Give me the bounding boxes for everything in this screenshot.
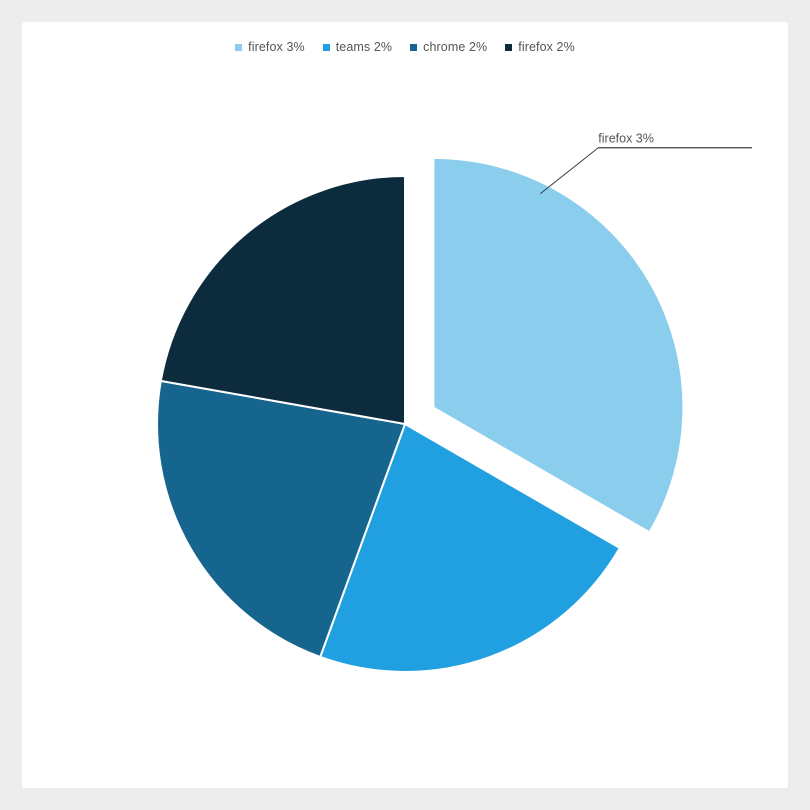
callout-leader-line — [539, 147, 752, 195]
legend-item-firefox-2[interactable]: firefox 2% — [505, 40, 575, 54]
pie-chart-plot-area: firefox 3% — [22, 22, 788, 788]
pie-slice-chrome-2[interactable] — [156, 379, 407, 659]
legend-swatch-icon — [410, 43, 418, 51]
legend-item-chrome-2[interactable]: chrome 2% — [410, 40, 487, 54]
legend-item-firefox-3[interactable]: firefox 3% — [235, 40, 305, 54]
legend-swatch-icon — [235, 43, 243, 51]
pie-slice-teams-2[interactable] — [318, 422, 622, 673]
legend-item-label: chrome 2% — [423, 40, 488, 54]
legend-item-teams-2[interactable]: teams 2% — [322, 40, 393, 54]
legend-swatch-icon — [505, 43, 513, 51]
legend-item-label: teams 2% — [335, 40, 393, 54]
chart-card: firefox 3% teams 2% chrome 2% firefox 2% — [22, 22, 788, 788]
pie-chart-svg: firefox 3% — [156, 132, 752, 673]
pie-slice-firefox-3[interactable] — [434, 159, 683, 531]
chart-legend: firefox 3% teams 2% chrome 2% firefox 2% — [22, 40, 788, 54]
legend-item-label: firefox 3% — [248, 40, 305, 54]
legend-item-label: firefox 2% — [518, 40, 575, 54]
callout-label: firefox 3% — [598, 132, 654, 146]
legend-swatch-icon — [322, 43, 330, 51]
pie-slice-firefox-2[interactable] — [159, 174, 406, 426]
